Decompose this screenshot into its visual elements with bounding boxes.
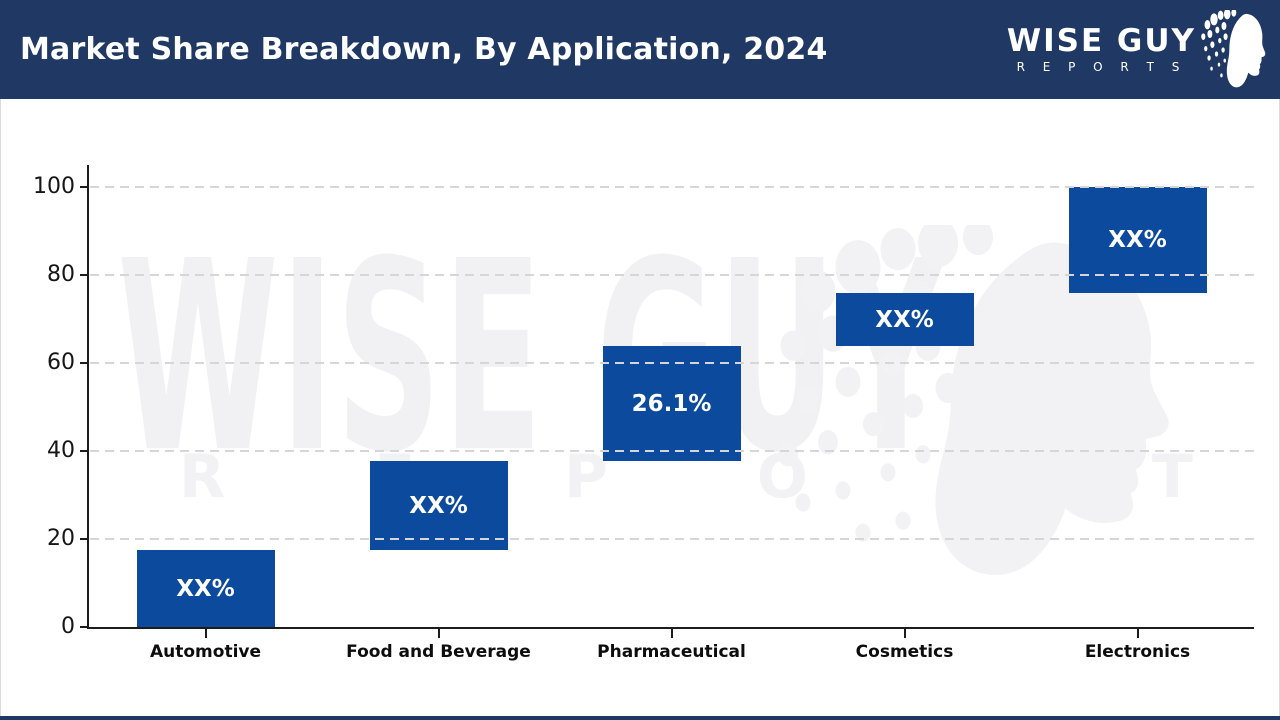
x-tick-food-and-beverage	[437, 629, 440, 638]
y-tick-40	[80, 450, 88, 452]
x-tick-label-cosmetics: Cosmetics	[855, 642, 954, 662]
x-tick-cosmetics	[903, 629, 906, 638]
gridline-20	[90, 538, 1254, 540]
y-tick-label-60: 60	[47, 350, 75, 375]
bar-value-label-automotive: XX%	[176, 575, 235, 602]
bar-value-label-cosmetics: XX%	[875, 306, 934, 333]
watermark-face	[778, 225, 1169, 575]
wiseguy-logo: WISE GUY R E P O R T S	[1007, 7, 1266, 92]
header-bar: Market Share Breakdown, By Application, …	[0, 0, 1280, 99]
x-tick-automotive	[204, 629, 207, 638]
x-tick-label-food-and-beverage: Food and Beverage	[346, 642, 531, 662]
logo-wordmark-line1: WISE GUY	[1006, 23, 1196, 60]
y-tick-label-80: 80	[47, 262, 75, 287]
gridline-40	[90, 450, 1254, 452]
y-tick-80	[80, 274, 88, 276]
logo-wordmark-line2: R E P O R T S	[1016, 59, 1187, 74]
bar-pharmaceutical: 26.1%	[602, 346, 741, 462]
x-tick-label-electronics: Electronics	[1084, 642, 1191, 662]
bar-electronics: XX%	[1068, 187, 1207, 294]
y-tick-0	[80, 626, 88, 628]
bar-automotive: XX%	[136, 550, 275, 627]
x-tick-pharmaceutical	[670, 629, 673, 638]
y-tick-label-0: 0	[61, 614, 75, 639]
y-tick-60	[80, 362, 88, 364]
y-tick-label-100: 100	[33, 174, 75, 199]
bar-food-and-beverage: XX%	[369, 461, 508, 550]
chart-area: WISE GUY R E P O R T S XX%XX%26.1%XX%XX%…	[0, 99, 1280, 716]
x-tick-electronics	[1136, 629, 1139, 638]
y-tick-label-40: 40	[47, 438, 75, 463]
gridline-100	[90, 186, 1254, 188]
logo-wordmark: WISE GUY R E P O R T S	[1007, 25, 1196, 74]
gridline-60	[90, 362, 1254, 364]
y-axis-line	[87, 165, 89, 629]
watermark-wordmark: WISE GUY	[117, 205, 946, 510]
x-tick-label-pharmaceutical: Pharmaceutical	[597, 642, 746, 662]
gridline-80	[90, 274, 1254, 276]
y-tick-20	[80, 538, 88, 540]
logo-face-icon	[1201, 9, 1266, 87]
footer-bar	[0, 716, 1280, 720]
x-tick-label-automotive: Automotive	[149, 642, 262, 662]
x-axis-line	[87, 627, 1254, 629]
bar-cosmetics: XX%	[835, 293, 974, 347]
y-tick-100	[80, 186, 88, 188]
chart-title: Market Share Breakdown, By Application, …	[20, 32, 828, 67]
plot-area: XX% XX% 26.1% XX% XX%	[89, 186, 1254, 627]
bar-value-label-pharmaceutical: 26.1%	[631, 390, 712, 417]
bar-value-label-electronics: XX%	[1108, 227, 1167, 254]
y-tick-label-20: 20	[47, 526, 75, 551]
bar-value-label-food-and-beverage: XX%	[409, 492, 468, 519]
